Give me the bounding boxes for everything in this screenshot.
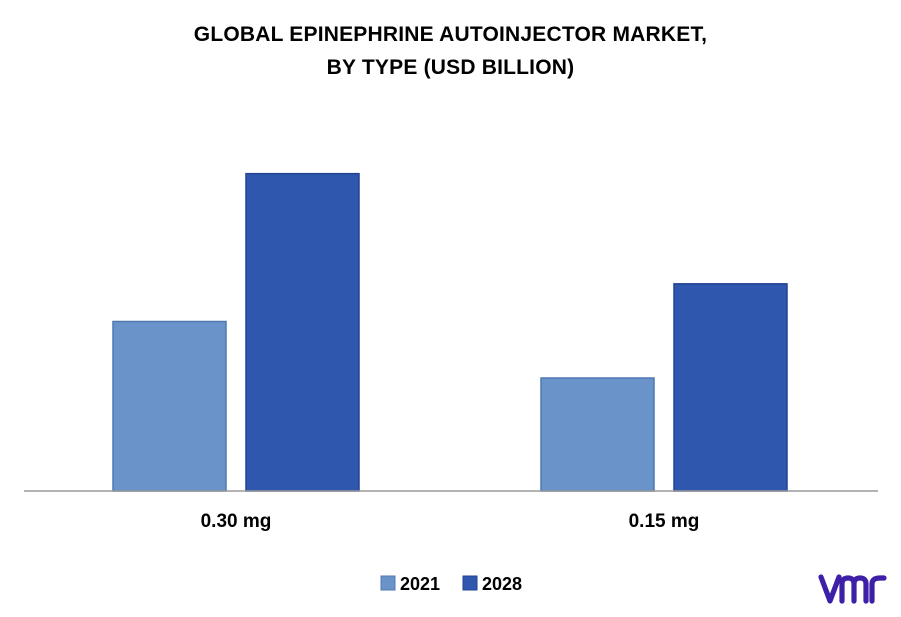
bar-2021-0-15-mg: [540, 377, 655, 492]
x-tick-labels: 0.30 mg 0.15 mg: [201, 511, 700, 532]
x-tick-label: 0.30 mg: [201, 511, 272, 532]
legend: 2021 2028: [380, 574, 522, 594]
bars-group: [112, 172, 788, 492]
legend-swatch-2028: [462, 575, 478, 591]
bar-2028-0-30-mg: [245, 172, 360, 492]
chart-title-line2: BY TYPE (USD BILLION): [326, 56, 575, 79]
chart-title: GLOBAL EPINEPHRINE AUTOINJECTOR MARKET, …: [0, 18, 901, 84]
bar-2021-0-30-mg: [112, 320, 227, 492]
legend-label-2028: 2028: [482, 574, 522, 594]
legend-item-2028: 2028: [462, 574, 522, 594]
legend-label-2021: 2021: [400, 574, 440, 594]
chart-title-line1: GLOBAL EPINEPHRINE AUTOINJECTOR MARKET,: [193, 23, 708, 46]
legend-item-2021: 2021: [380, 574, 440, 594]
bar-2028-0-15-mg: [673, 283, 788, 492]
vmr-logo-icon: [818, 574, 887, 604]
legend-swatch-2021: [380, 575, 396, 591]
x-tick-label: 0.15 mg: [629, 511, 700, 532]
